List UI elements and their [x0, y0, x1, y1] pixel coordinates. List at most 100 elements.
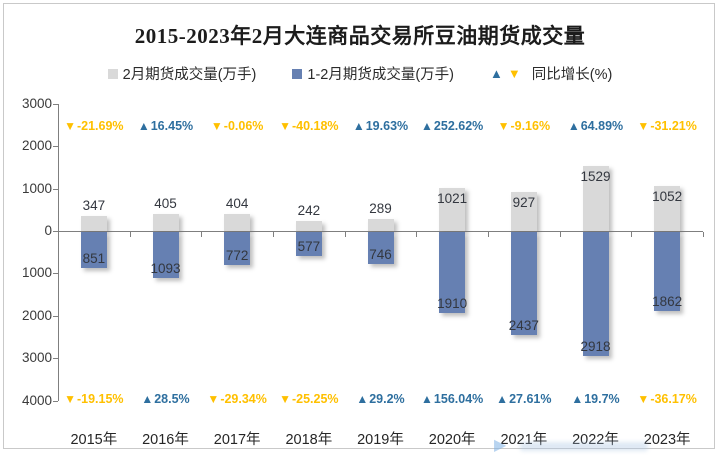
growth-bottom-item-2022年: ▲ 19.7% [536, 391, 656, 407]
down-triangle-icon: ▼ [210, 119, 223, 133]
x-tick-mark [201, 232, 203, 237]
bar-label-janfeb-2020年: 1910 [437, 295, 468, 311]
x-axis-label-2016年: 2016年 [142, 432, 189, 448]
x-tick-mark [416, 232, 418, 237]
up-triangle-icon: ▲ [137, 119, 150, 133]
growth-value: 64.89% [580, 119, 624, 133]
legend-label-growth: 同比增长(%) [531, 67, 613, 83]
up-triangle-icon: ▲ [571, 392, 584, 406]
y-tick-mark [53, 273, 58, 275]
down-triangle-icon: ▼ [497, 119, 510, 133]
y-tick-label: 3000 [21, 95, 52, 111]
bar-janfeb-2018年 [295, 232, 322, 257]
x-tick-mark [58, 232, 59, 237]
bar-janfeb-2021年 [510, 232, 537, 336]
growth-bottom-item-2023年: ▼ -36.17% [607, 391, 720, 407]
y-tick-label: 2000 [21, 307, 52, 323]
bar-label-janfeb-2023年: 1862 [652, 293, 683, 309]
bar-feb-2019年 [367, 218, 394, 231]
bar-label-janfeb-2018年: 577 [297, 239, 321, 255]
growth-value: 16.45% [150, 119, 194, 133]
bar-janfeb-2022年 [582, 232, 609, 356]
bar-label-feb-2021年: 927 [512, 194, 536, 210]
bar-feb-2017年 [224, 213, 251, 231]
growth-value: -0.06% [223, 119, 264, 133]
down-triangle-icon: ▼ [64, 119, 76, 133]
bar-feb-2021年 [510, 191, 537, 231]
growth-top-item-2023年: ▼ -31.21% [607, 118, 720, 134]
growth-top-item-2022年: ▲ 64.89% [536, 118, 656, 134]
y-tick-label: 1000 [21, 265, 52, 281]
bar-label-feb-2022年: 1529 [580, 169, 611, 185]
y-tick-mark [53, 103, 58, 105]
watermark-logo-icon: ▶ [494, 437, 507, 454]
growth-down-triangle-icon: ▼ [507, 66, 521, 81]
growth-up-triangle-icon: ▲ [490, 66, 503, 81]
y-tick-label: 1000 [21, 180, 52, 196]
zero-line [58, 231, 703, 232]
x-axis-label-2015年: 2015年 [70, 432, 118, 448]
growth-bottom-item-2021年: ▲ 27.61% [464, 391, 584, 407]
bar-janfeb-2015年 [80, 232, 107, 269]
legend-item-feb: 2月期货成交量(万手) [107, 63, 257, 84]
bar-label-janfeb-2022年: 2918 [580, 338, 611, 354]
growth-bottom-item-2016年: ▲ 28.5% [106, 391, 226, 407]
bar-janfeb-2016年 [152, 232, 179, 279]
bar-label-janfeb-2021年: 2437 [508, 318, 539, 334]
legend-item-growth: ▲ ▼ 同比增长(%) [490, 63, 612, 84]
up-triangle-icon: ▲ [421, 392, 433, 406]
growth-bottom-item-2019年: ▲ 29.2% [321, 391, 441, 407]
bar-label-feb-2016年: 405 [154, 195, 177, 211]
growth-value: -25.25% [291, 392, 339, 406]
growth-value: -36.17% [650, 392, 697, 406]
watermark [520, 442, 648, 451]
growth-top-item-2016年: ▲ 16.45% [106, 118, 226, 134]
down-triangle-icon: ▼ [207, 392, 220, 406]
up-triangle-icon: ▲ [496, 392, 509, 406]
growth-top-item-2019年: ▲ 19.63% [321, 118, 441, 134]
down-triangle-icon: ▼ [637, 392, 650, 406]
legend-label-janfeb: 1-2月期货成交量(万手) [307, 67, 455, 83]
bar-label-feb-2015年: 347 [82, 198, 106, 214]
bar-janfeb-2019年 [367, 232, 394, 264]
y-tick-mark [53, 188, 58, 190]
bar-label-janfeb-2017年: 772 [225, 247, 249, 263]
bar-label-feb-2018年: 242 [297, 202, 321, 218]
x-axis-label-2021年: 2021年 [500, 432, 548, 448]
y-tick-mark [53, 315, 58, 317]
bar-feb-2022年 [582, 166, 609, 231]
y-tick-label: 0 [44, 223, 52, 238]
bar-feb-2018年 [295, 220, 322, 231]
growth-top-item-2021年: ▼ -9.16% [464, 118, 584, 134]
y-axis [58, 103, 59, 401]
down-triangle-icon: ▼ [279, 392, 291, 406]
bar-janfeb-2020年 [439, 232, 466, 313]
growth-value: 19.63% [365, 119, 409, 133]
growth-value: 156.04% [433, 392, 484, 406]
x-axis-label-2023年: 2023年 [643, 432, 691, 448]
up-triangle-icon: ▲ [421, 119, 433, 133]
legend-label-feb: 2月期货成交量(万手) [122, 67, 257, 83]
growth-value: -40.18% [291, 119, 339, 133]
bar-label-janfeb-2015年: 851 [82, 251, 106, 267]
y-tick-label: 2000 [21, 138, 52, 154]
growth-value: 29.2% [369, 392, 405, 406]
bar-label-feb-2019年: 289 [369, 200, 392, 216]
x-axis-label-2018年: 2018年 [285, 432, 333, 448]
growth-value: 252.62% [433, 119, 484, 133]
up-triangle-icon: ▲ [141, 392, 154, 406]
x-axis-label-2022年: 2022年 [572, 432, 619, 448]
bar-label-feb-2020年: 1021 [437, 190, 468, 206]
x-tick-mark [129, 232, 131, 237]
growth-bottom-item-2018年: ▼ -25.25% [249, 391, 369, 407]
growth-value: 19.7% [584, 392, 620, 406]
up-triangle-icon: ▲ [356, 392, 369, 406]
y-tick-mark [53, 146, 58, 148]
growth-value: -21.69% [76, 119, 124, 133]
y-tick-mark [53, 400, 58, 402]
legend-item-janfeb: 1-2月期货成交量(万手) [292, 63, 454, 84]
y-tick-label: 4000 [21, 392, 52, 408]
feb-series-swatch-icon [107, 68, 118, 79]
down-triangle-icon: ▼ [64, 392, 76, 406]
